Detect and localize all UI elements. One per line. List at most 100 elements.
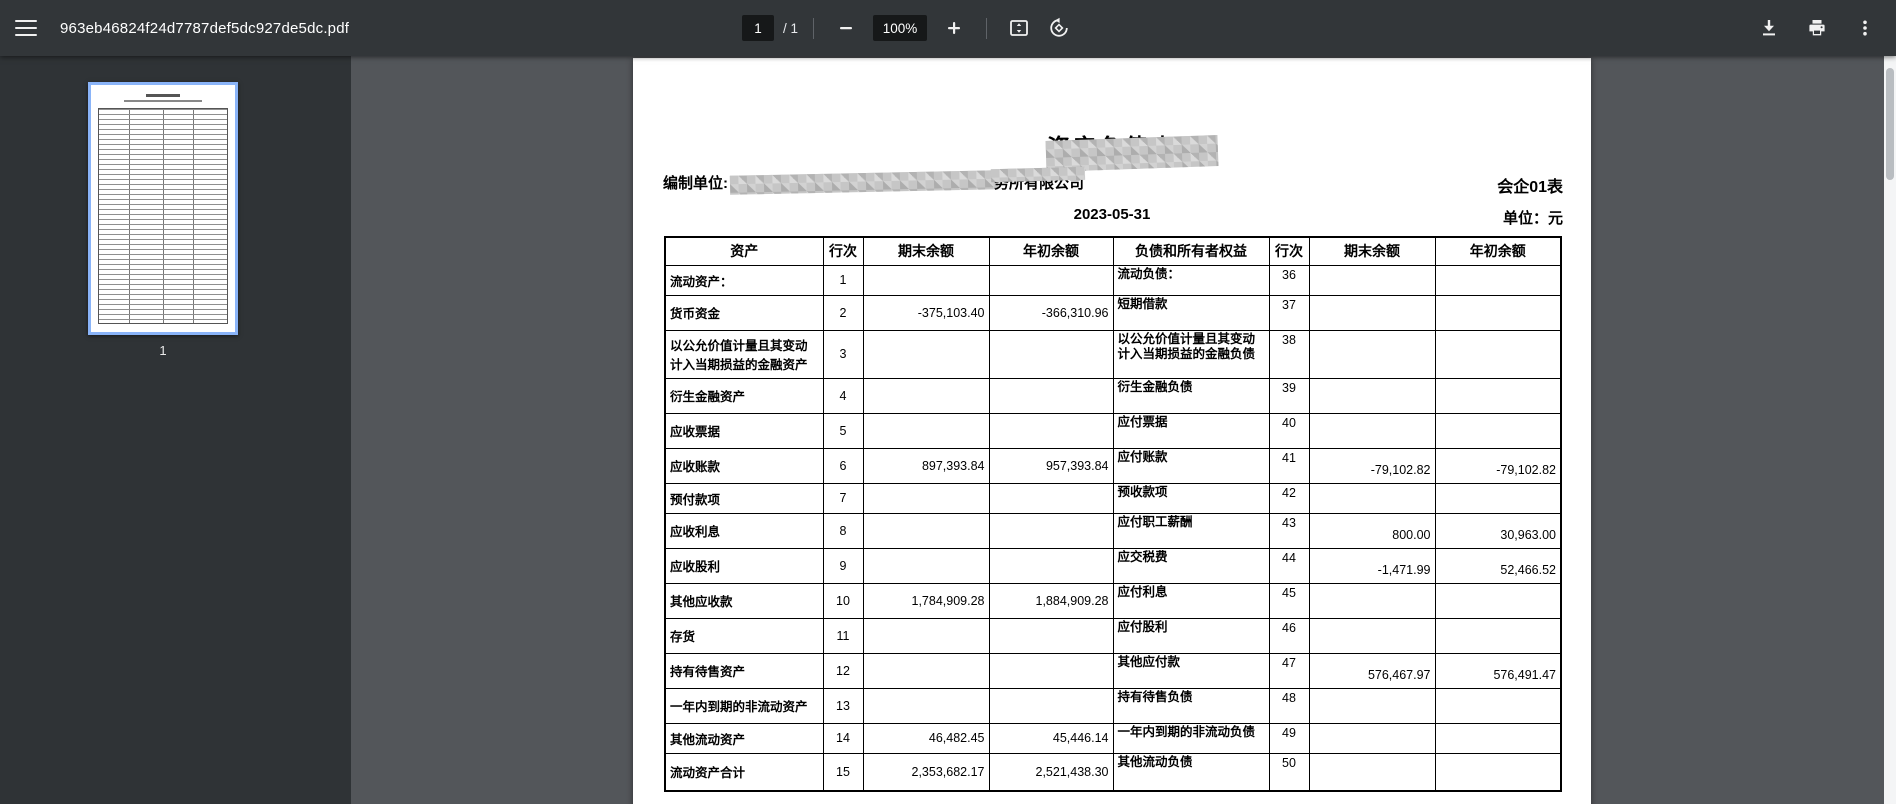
asset-ending-balance-cell: 46,482.45 — [862, 722, 990, 754]
header-line-no: 行次 — [822, 236, 864, 266]
zoom-level-display: 100% — [873, 15, 928, 41]
vertical-dots-icon — [1863, 20, 1867, 36]
menu-button[interactable] — [0, 0, 52, 56]
asset-name-cell: 存货 — [664, 617, 824, 654]
asset-line-no-cell: 13 — [822, 687, 864, 724]
liability-ending-balance-cell — [1308, 294, 1436, 331]
liability-ending-balance-cell — [1308, 412, 1436, 449]
liability-ending-balance-cell — [1308, 329, 1436, 379]
asset-name-cell: 衍生金融资产 — [664, 377, 824, 414]
pdf-page: 资产负债表 编制单位: 务所有限公司 会企01表 2023-05-31 单位：元 — [633, 58, 1591, 804]
thumbnail-page-number: 1 — [159, 343, 167, 358]
asset-name-cell: 应收利息 — [664, 512, 824, 549]
hamburger-icon — [15, 19, 37, 37]
company-name-redaction-mosaic — [729, 169, 999, 195]
page-thumbnail[interactable] — [88, 82, 238, 335]
asset-line-no-cell: 15 — [822, 752, 864, 792]
liability-name-cell: 短期借款 — [1112, 294, 1270, 331]
asset-beginning-balance-cell — [988, 482, 1114, 514]
liability-name-cell: 预收款项 — [1112, 482, 1270, 514]
header-ending-balance: 期末余额 — [862, 236, 990, 266]
table-row: 流动资产合计 15 2,353,682.17 2,521,438.30 其他流动负债 50 — [664, 752, 1562, 792]
asset-name-cell: 预付款项 — [664, 482, 824, 514]
download-button[interactable] — [1752, 11, 1786, 45]
header-liabilities-equity: 负债和所有者权益 — [1112, 236, 1270, 266]
liability-line-no-cell: 42 — [1268, 482, 1310, 514]
asset-ending-balance-cell — [862, 687, 990, 724]
liability-line-no-cell: 48 — [1268, 687, 1310, 724]
asset-name-cell: 流动资产合计 — [664, 752, 824, 792]
document-filename: 963eb46824f24d7787def5dc927de5dc.pdf — [60, 19, 350, 37]
table-row: 衍生金融资产 4 衍生金融负债 39 — [664, 377, 1562, 414]
print-button[interactable] — [1800, 11, 1834, 45]
table-row: 一年内到期的非流动资产 13 持有待售负债 48 — [664, 687, 1562, 724]
liability-ending-balance-cell — [1308, 722, 1436, 754]
liability-beginning-balance-cell: 52,466.52 — [1434, 547, 1562, 584]
asset-beginning-balance-cell — [988, 547, 1114, 584]
vertical-scrollbar[interactable] — [1884, 56, 1896, 804]
page-number-input[interactable]: 1 — [742, 15, 774, 41]
liability-line-no-cell: 38 — [1268, 329, 1310, 379]
liability-beginning-balance-cell — [1434, 264, 1562, 296]
plus-icon — [948, 22, 961, 34]
liability-name-cell: 应付股利 — [1112, 617, 1270, 654]
prepared-by-line: 编制单位: 务所有限公司 — [663, 166, 1085, 195]
asset-line-no-cell: 7 — [822, 482, 864, 514]
table-row: 应收股利 9 应交税费 44 -1,471.99 52,466.52 — [664, 547, 1562, 584]
liability-line-no-cell: 40 — [1268, 412, 1310, 449]
liability-beginning-balance-cell — [1434, 617, 1562, 654]
liability-beginning-balance-cell — [1434, 687, 1562, 724]
asset-name-cell: 持有待售资产 — [664, 652, 824, 689]
asset-ending-balance-cell — [862, 377, 990, 414]
liability-ending-balance-cell — [1308, 264, 1436, 296]
liability-line-no-cell: 45 — [1268, 582, 1310, 619]
report-date: 2023-05-31 — [1073, 206, 1151, 223]
liability-beginning-balance-cell — [1434, 482, 1562, 514]
liability-name-cell: 流动负债： — [1112, 264, 1270, 296]
zoom-out-button[interactable] — [829, 11, 863, 45]
asset-ending-balance-cell — [862, 512, 990, 549]
fit-page-icon — [1010, 20, 1028, 36]
liability-beginning-balance-cell — [1434, 582, 1562, 619]
liability-beginning-balance-cell — [1434, 752, 1562, 792]
liability-line-no-cell: 49 — [1268, 722, 1310, 754]
print-icon — [1809, 20, 1825, 36]
asset-name-cell: 货币资金 — [664, 294, 824, 331]
asset-line-no-cell: 11 — [822, 617, 864, 654]
liability-name-cell: 应付账款 — [1112, 447, 1270, 484]
asset-name-cell: 其他应收款 — [664, 582, 824, 619]
company-name-suffix: 务所有限公司 — [990, 166, 1085, 193]
rotate-counterclockwise-button[interactable] — [1042, 11, 1076, 45]
asset-ending-balance-cell: 897,393.84 — [862, 447, 990, 484]
zoom-in-button[interactable] — [937, 11, 971, 45]
scrollbar-thumb[interactable] — [1886, 68, 1894, 180]
liability-ending-balance-cell: 800.00 — [1308, 512, 1436, 549]
asset-beginning-balance-cell: 1,884,909.28 — [988, 582, 1114, 619]
liability-ending-balance-cell — [1308, 582, 1436, 619]
asset-ending-balance-cell: -375,103.40 — [862, 294, 990, 331]
asset-line-no-cell: 3 — [822, 329, 864, 379]
more-options-button[interactable] — [1848, 11, 1882, 45]
asset-beginning-balance-cell: -366,310.96 — [988, 294, 1114, 331]
liability-line-no-cell: 43 — [1268, 512, 1310, 549]
asset-beginning-balance-cell — [988, 377, 1114, 414]
asset-name-cell: 以公允价值计量且其变动计入当期损益的金融资产 — [664, 329, 824, 379]
liability-ending-balance-cell: -79,102.82 — [1308, 447, 1436, 484]
asset-ending-balance-cell — [862, 547, 990, 584]
asset-line-no-cell: 4 — [822, 377, 864, 414]
liability-line-no-cell: 41 — [1268, 447, 1310, 484]
table-row: 应收票据 5 应付票据 40 — [664, 412, 1562, 449]
fit-to-page-button[interactable] — [1002, 11, 1036, 45]
asset-ending-balance-cell: 2,353,682.17 — [862, 752, 990, 792]
asset-line-no-cell: 8 — [822, 512, 864, 549]
liability-line-no-cell: 47 — [1268, 652, 1310, 689]
liability-name-cell: 一年内到期的非流动负债 — [1112, 722, 1270, 754]
liability-ending-balance-cell: -1,471.99 — [1308, 547, 1436, 584]
liability-beginning-balance-cell — [1434, 412, 1562, 449]
asset-line-no-cell: 9 — [822, 547, 864, 584]
liability-line-no-cell: 50 — [1268, 752, 1310, 792]
toolbar-right-group — [1752, 0, 1882, 56]
thumbnail-table-preview — [98, 108, 228, 324]
header-assets: 资产 — [664, 236, 824, 266]
